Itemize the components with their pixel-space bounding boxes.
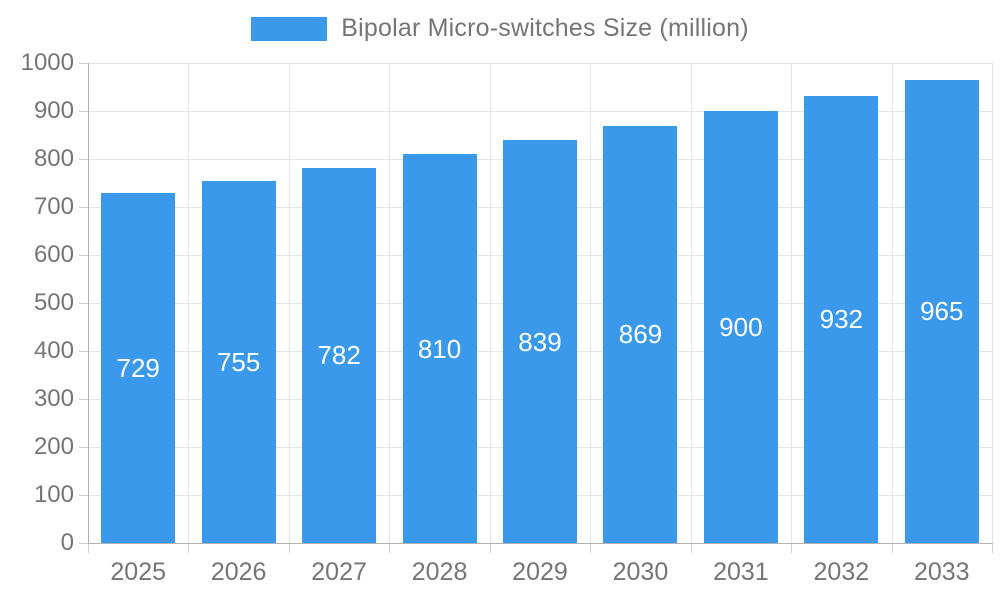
x-axis-tick [891, 543, 893, 553]
bar [101, 193, 176, 543]
x-axis-label: 2032 [813, 558, 870, 586]
x-axis-line [88, 543, 993, 544]
gridline-vertical [489, 63, 491, 543]
bar-value-label: 965 [920, 296, 964, 327]
x-axis-label: 2028 [411, 558, 468, 586]
y-axis-label: 900 [33, 97, 74, 124]
bar [402, 154, 477, 543]
x-axis-label: 2027 [311, 558, 367, 586]
y-axis-tick [79, 447, 88, 448]
bar [503, 140, 577, 543]
y-axis-label: 200 [33, 433, 74, 460]
gridline-vertical [791, 63, 793, 543]
bar-value-label: 932 [819, 304, 864, 335]
x-axis-label: 2030 [612, 558, 669, 586]
gridline-vertical [590, 63, 592, 543]
x-axis-tick [791, 543, 793, 553]
y-axis-label: 100 [33, 481, 74, 508]
gridline-vertical [188, 63, 190, 543]
x-axis-tick [489, 543, 491, 553]
y-axis-line [88, 63, 89, 544]
y-axis-tick [79, 207, 88, 208]
bar-value-label: 729 [116, 353, 160, 384]
x-axis-label: 2033 [913, 558, 970, 586]
x-axis-label: 2025 [110, 558, 167, 586]
bar-value-label: 839 [518, 326, 562, 357]
gridline-horizontal [88, 111, 992, 112]
gridline-vertical [992, 63, 993, 543]
y-axis-tick [79, 351, 88, 352]
y-axis-tick [79, 159, 88, 160]
bar [603, 125, 678, 543]
y-axis-label: 300 [33, 385, 74, 412]
bar [201, 180, 276, 543]
x-axis-tick [88, 543, 89, 553]
gridline-horizontal [88, 63, 992, 64]
y-axis-tick [79, 111, 88, 112]
bar-value-label: 900 [719, 312, 763, 342]
bar [703, 111, 778, 543]
y-axis-label: 1000 [20, 49, 74, 76]
y-axis-label: 0 [60, 529, 74, 556]
bar [904, 79, 979, 543]
x-axis-label: 2026 [210, 558, 267, 586]
bar-value-label: 869 [618, 319, 663, 350]
bar-value-label: 782 [317, 340, 361, 371]
x-axis-tick [389, 543, 391, 553]
gridline-vertical [389, 63, 391, 543]
x-axis-tick [690, 543, 692, 553]
y-axis-label: 700 [33, 193, 74, 220]
x-axis-tick [188, 543, 190, 553]
legend: Bipolar Micro-switches Size (million) [0, 14, 1000, 43]
y-axis-tick [79, 63, 88, 64]
gridline-vertical [690, 63, 692, 543]
x-axis-label: 2031 [713, 558, 769, 586]
y-axis-tick [79, 399, 88, 400]
gridline-vertical [891, 63, 893, 543]
y-axis-tick [79, 255, 88, 256]
x-axis-tick [590, 543, 592, 553]
bar-value-label: 810 [417, 333, 462, 364]
y-axis-label: 600 [33, 241, 74, 268]
x-axis-label: 2029 [512, 558, 568, 586]
bar-value-label: 755 [216, 346, 261, 377]
y-axis-label: 800 [33, 145, 74, 172]
y-axis-label: 500 [33, 289, 74, 316]
x-axis-tick [992, 543, 993, 553]
legend-swatch [251, 16, 328, 41]
gridline-vertical [288, 63, 290, 543]
y-axis-tick [79, 303, 88, 304]
y-axis-tick [79, 543, 88, 544]
y-axis-tick [79, 495, 88, 496]
bar [302, 167, 377, 543]
legend-label: Bipolar Micro-switches Size (million) [341, 14, 749, 42]
bar [804, 95, 879, 543]
x-axis-tick [288, 543, 290, 553]
y-axis-label: 400 [33, 337, 74, 364]
